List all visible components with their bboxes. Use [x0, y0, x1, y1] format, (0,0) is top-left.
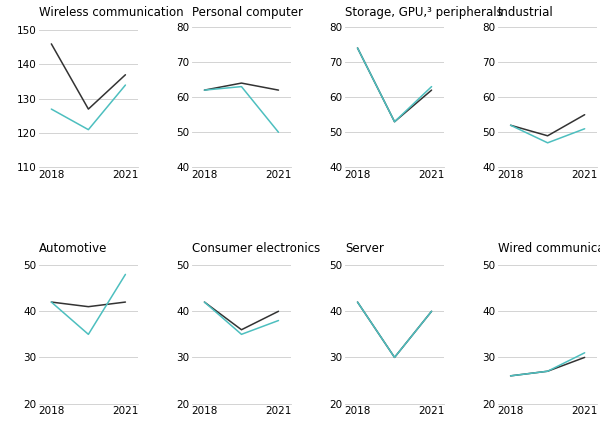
Text: Consumer electronics: Consumer electronics — [192, 242, 320, 255]
Text: Server: Server — [345, 242, 384, 255]
Text: Automotive: Automotive — [39, 242, 107, 255]
Text: Wireless communication: Wireless communication — [39, 6, 184, 19]
Text: Industrial: Industrial — [498, 6, 554, 19]
Text: Wired communication: Wired communication — [498, 242, 600, 255]
Text: Storage, GPU,³ peripherals: Storage, GPU,³ peripherals — [345, 6, 503, 19]
Text: Personal computer: Personal computer — [192, 6, 303, 19]
